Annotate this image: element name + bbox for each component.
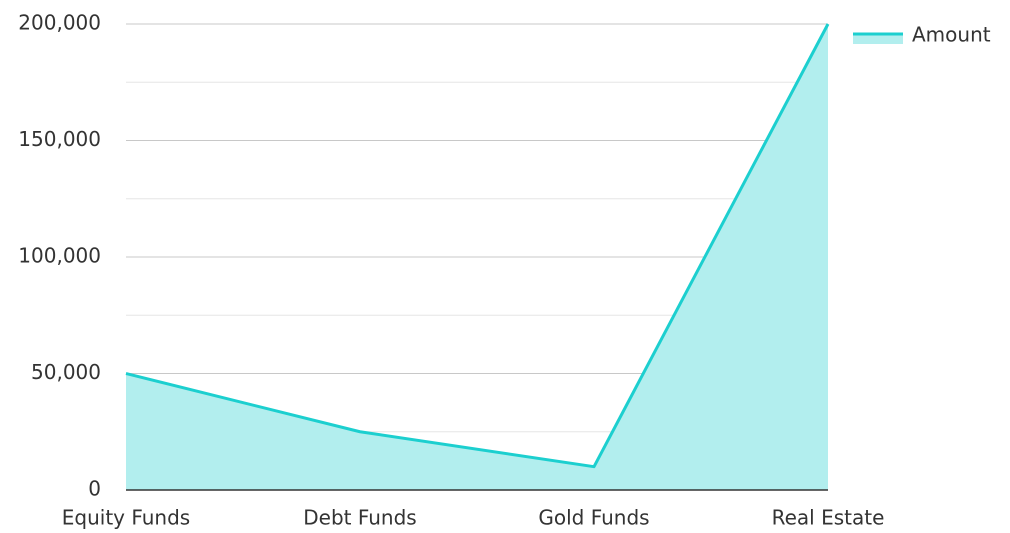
x-tick-label: Debt Funds [303, 506, 416, 530]
y-tick-label: 200,000 [18, 11, 101, 35]
area-line [125, 23, 830, 469]
y-tick-label: 0 [88, 477, 101, 501]
y-tick-label: 50,000 [31, 360, 101, 384]
x-tick-label: Real Estate [772, 506, 885, 530]
area-fill [126, 24, 828, 490]
x-tick-label: Gold Funds [538, 506, 649, 530]
legend-label: Amount [912, 23, 991, 47]
x-tick-label: Equity Funds [62, 506, 190, 530]
legend-swatch [853, 34, 903, 44]
y-tick-label: 100,000 [18, 244, 101, 268]
y-tick-label: 150,000 [18, 127, 101, 151]
